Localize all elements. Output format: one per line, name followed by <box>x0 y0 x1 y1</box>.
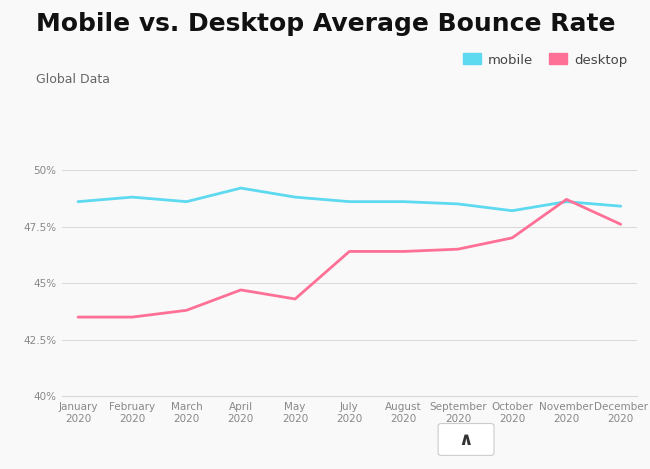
Legend: mobile, desktop: mobile, desktop <box>463 53 627 67</box>
Text: ∧: ∧ <box>459 431 473 449</box>
Text: Global Data: Global Data <box>36 73 110 86</box>
Text: Mobile vs. Desktop Average Bounce Rate: Mobile vs. Desktop Average Bounce Rate <box>36 12 616 36</box>
